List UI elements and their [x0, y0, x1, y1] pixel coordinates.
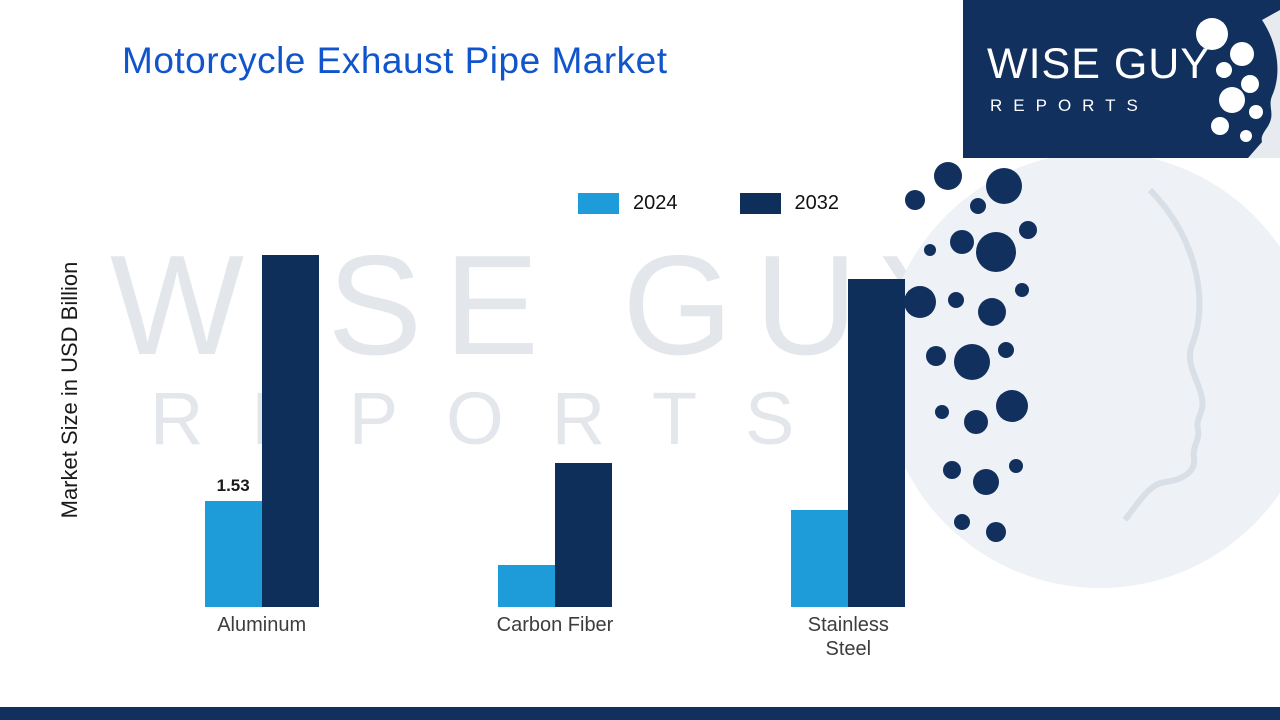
wise-guy-logo: WISE GUY REPORTS: [963, 0, 1280, 158]
bar-wrap: [261, 255, 319, 607]
bar-stainless-steel-2032: [848, 279, 906, 607]
bar-wrap: [791, 510, 849, 607]
logo-subtitle: REPORTS: [990, 96, 1149, 115]
bar-aluminum-2032: [261, 255, 319, 607]
legend-label: 2032: [794, 192, 840, 214]
bar-group-carbon-fiber: [497, 463, 612, 607]
bar-aluminum-2024: [204, 501, 262, 607]
bar-wrap: 1.53: [204, 476, 262, 607]
category-labels: Aluminum Carbon Fiber Stainless Steel: [115, 613, 995, 661]
logo-head-icon: [1196, 10, 1280, 158]
bar-group-aluminum: 1.53: [204, 255, 319, 607]
category-label: Stainless Steel: [807, 614, 889, 660]
chart-plot: 1.53: [115, 255, 995, 607]
logo-text: WISE GUY REPORTS: [987, 40, 1210, 116]
page-title: Motorcycle Exhaust Pipe Market: [122, 40, 668, 81]
footer-bar: [0, 707, 1280, 720]
legend-label: 2024: [633, 192, 678, 214]
logo-wordmark: WISE GUY: [987, 40, 1211, 88]
watermark-line1: WISE GUY: [110, 226, 997, 385]
bar-carbon-fiber-2032: [554, 463, 612, 607]
bar-wrap: [848, 279, 906, 607]
legend-item-2024: 2024: [578, 192, 678, 215]
bar-value-label: 1.53: [216, 476, 250, 496]
bar-wrap: [497, 564, 555, 607]
bar-group-stainless-steel: [791, 279, 906, 607]
category-label: Aluminum: [217, 614, 307, 636]
y-axis-label: Market Size in USD Billion: [57, 261, 82, 519]
head-dots-graphic: [882, 152, 1280, 588]
category-label: Carbon Fiber: [496, 614, 614, 636]
bar-carbon-fiber-2024: [497, 564, 555, 607]
legend-swatch-2032: [739, 193, 781, 214]
bar-stainless-steel-2024: [791, 510, 849, 607]
bar-wrap: [554, 463, 612, 607]
watermark-line2: REPORTS: [150, 377, 843, 460]
legend-item-2032: 2032: [739, 192, 840, 215]
legend-swatch-2024: [578, 193, 619, 214]
chart-legend: 2024 2032: [578, 192, 839, 215]
